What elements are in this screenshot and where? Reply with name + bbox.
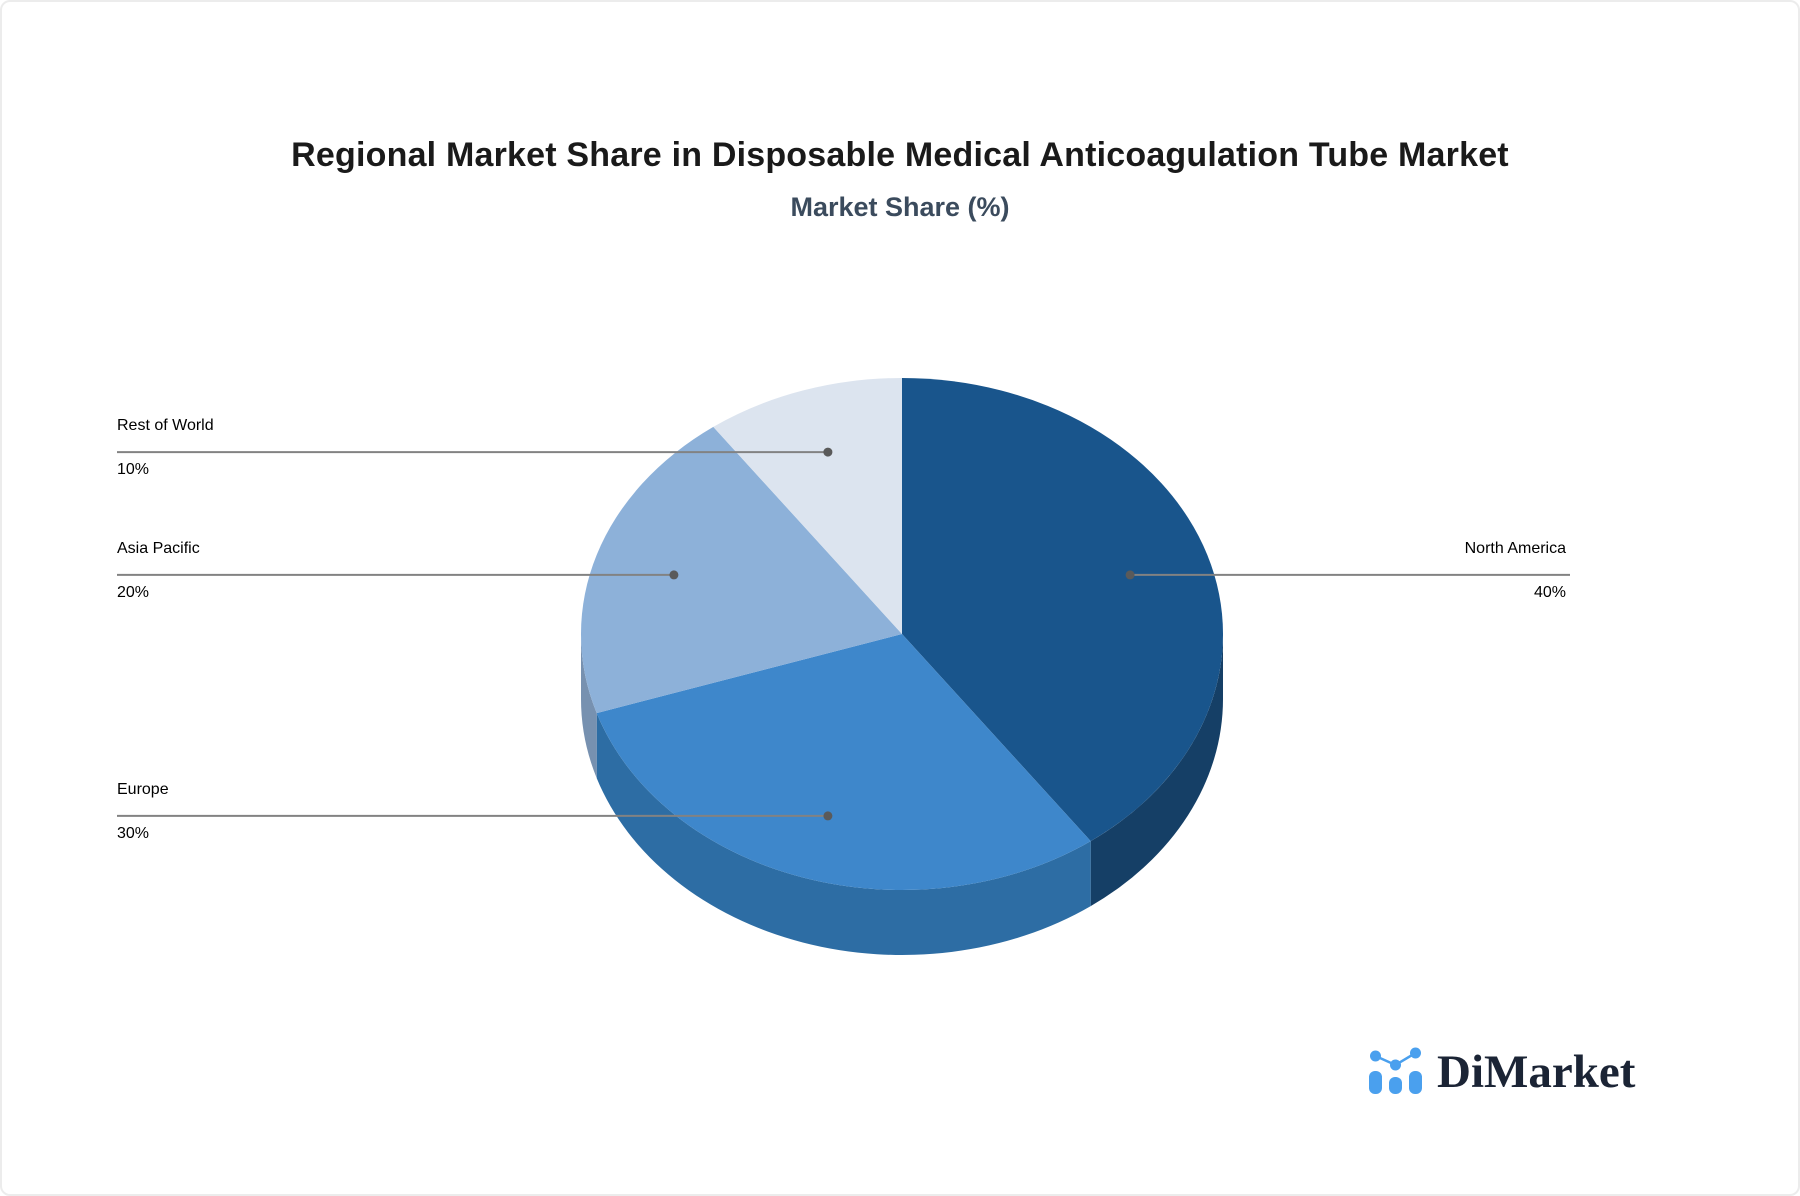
chart-title: Regional Market Share in Disposable Medi… [291, 136, 1509, 174]
connector-dot-rest-of-world [823, 447, 833, 457]
slice-value-north-america: 40% [1533, 584, 1566, 601]
slice-value-asia-pacific: 20% [117, 584, 150, 601]
brand-logo: DiMarket [1365, 1040, 1635, 1104]
slice-label-rest-of-world: Rest of World [117, 417, 214, 434]
brand-logo-text: DiMarket [1437, 1046, 1636, 1098]
mini-bar-chart-icon [1369, 1047, 1422, 1094]
connector-dot-europe [823, 811, 833, 821]
slice-label-asia-pacific: Asia Pacific [117, 540, 200, 557]
pie-slice-side-europe [596, 713, 1091, 956]
chart-subtitle: Market Share (%) [790, 192, 1010, 222]
slice-label-north-america: North America [1464, 540, 1566, 557]
connector-dot-north-america [1125, 570, 1135, 580]
pie-slice-europe[interactable] [596, 634, 1091, 891]
pie-slice-asia-pacific[interactable] [580, 426, 902, 714]
slice-value-rest-of-world: 10% [117, 461, 150, 478]
slice-value-europe: 30% [117, 825, 150, 842]
pie-slice-side-north-america [1090, 634, 1223, 907]
pie-slice-rest-of-world[interactable] [713, 378, 902, 634]
pie-slice-side-asia-pacific [581, 634, 597, 779]
slice-label-europe: Europe [117, 781, 169, 798]
pie-slice-north-america[interactable] [902, 378, 1224, 842]
connector-dot-asia-pacific [669, 570, 679, 580]
